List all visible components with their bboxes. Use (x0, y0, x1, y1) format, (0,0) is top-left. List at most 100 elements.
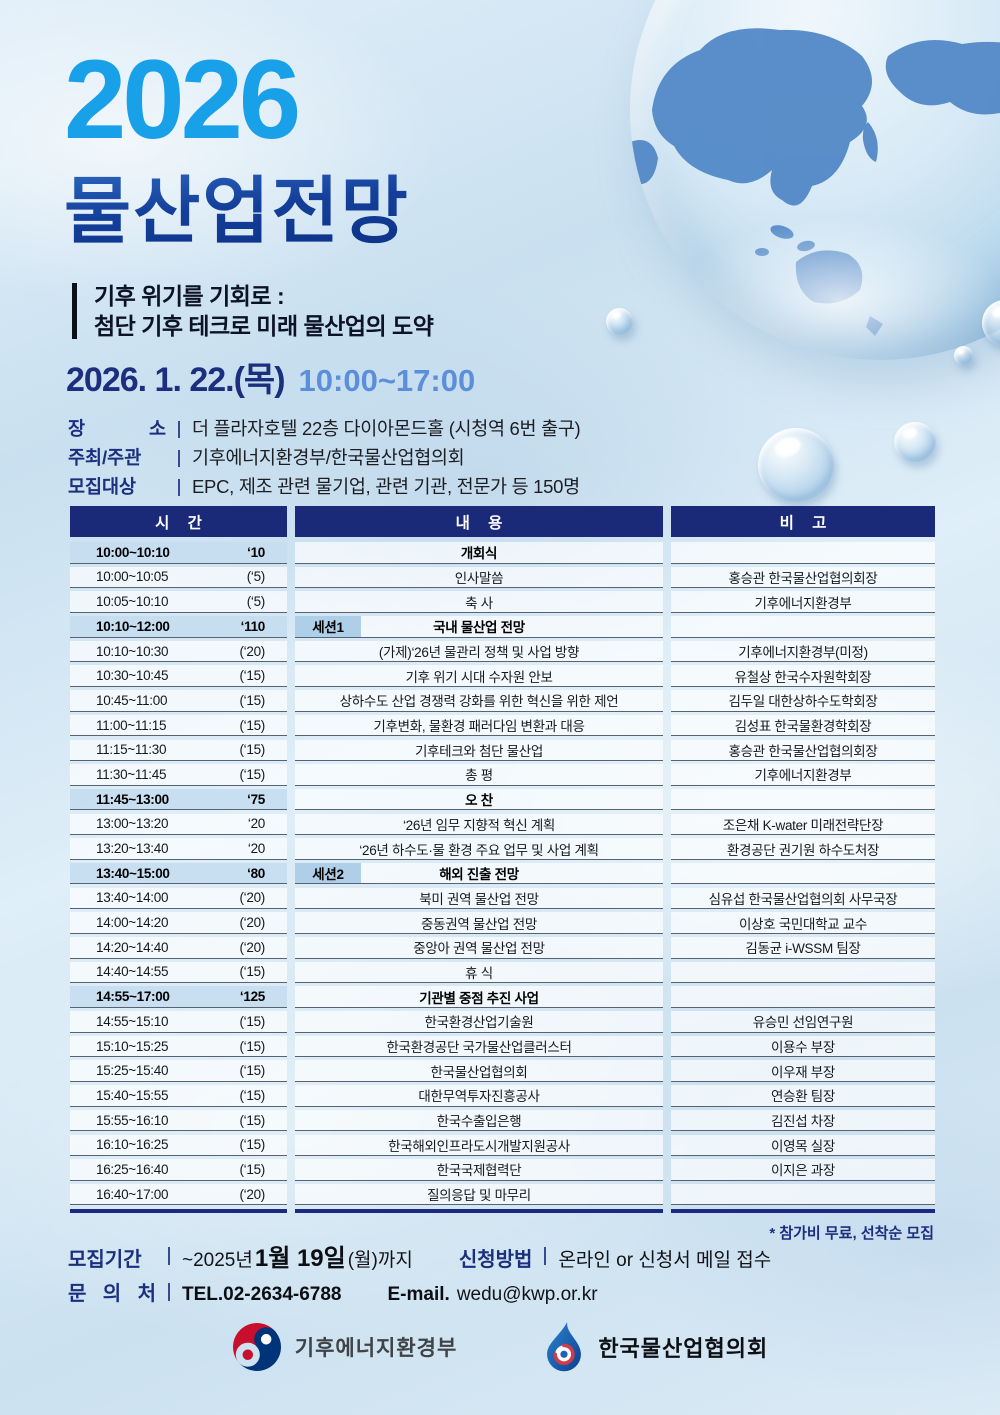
table-row: 16:40~17:00 (‘20) 질의응답 및 마무리 (70, 1183, 935, 1206)
recruit-period-line: 모집기간 ~2025년 1월 19일 (월)까지 신청방법 온라인 or 신청서… (68, 1238, 771, 1273)
table-row: 10:45~11:00 (‘15) 상하수도 산업 경쟁력 강화를 위한 혁신을 위… (70, 690, 935, 712)
email-value: wedu@kwp.or.kr (456, 1284, 598, 1305)
table-row: 15:10~15:25 (‘15) 한국환경공단 국가물산업클러스터 이용수 부장 (70, 1035, 935, 1058)
header-content: 내 용 (295, 506, 663, 537)
row-time: 16:25~16:40 (‘15) (70, 1159, 287, 1181)
row-content: 오 찬 (295, 788, 663, 811)
row-note: 홍승관 한국물산업협의회장 (671, 566, 935, 589)
row-content: 세션1 국내 물산업 전망 (295, 616, 663, 638)
table-row: 11:30~11:45 (‘15) 총 평 기후에너지환경부 (70, 764, 935, 786)
row-note: 이지은 과장 (671, 1159, 935, 1181)
row-note: 조은채 K-water 미래전략단장 (671, 813, 935, 836)
row-time: 15:25~15:40 (‘15) (70, 1060, 287, 1082)
table-row: 15:25~15:40 (‘15) 한국물산업협의회 이우재 부장 (70, 1060, 935, 1082)
row-note: 김두일 대한상하수도학회장 (671, 690, 935, 712)
water-droplet (954, 346, 973, 365)
row-time: 11:30~11:45 (‘15) (70, 764, 287, 786)
row-time: 10:00~10:05 (‘5) (70, 566, 287, 589)
info-row-target: 모집대상 EPC, 제조 관련 물기업, 관련 기관, 전문가 등 150명 (68, 473, 580, 502)
email-label: E-mail. (387, 1284, 450, 1305)
association-logo-item: 한국물산업협의회 (543, 1320, 768, 1374)
table-row: 14:20~14:40 (‘20) 중앙아 권역 물산업 전망 김동균 i-WSSM … (70, 937, 935, 959)
row-note: 심유섭 한국물산업협의회 사무국장 (671, 887, 935, 910)
row-note: 기후에너지환경부(미정) (671, 640, 935, 663)
row-content: 중앙아 권역 물산업 전망 (295, 937, 663, 959)
table-row: 15:40~15:55 (‘15) 대한무역투자진흥공사 연승환 팀장 (70, 1085, 935, 1107)
row-note: 환경공단 권기원 하수도처장 (671, 838, 935, 860)
row-note: 이상호 국민대학교 교수 (671, 912, 935, 934)
host-value: 기후에너지환경부/한국물산업협의회 (192, 447, 465, 468)
fee-footnote: * 참가비 무료, 선착순 모집 (769, 1225, 934, 1242)
row-content: 한국물산업협의회 (295, 1060, 663, 1082)
row-time: 14:55~15:10 (‘15) (70, 1011, 287, 1033)
venue-value: 더 플라자호텔 22층 다이아몬드홀 (시청역 6번 출구) (192, 418, 581, 439)
table-row: 10:10~10:30 (‘20) (가제)‘26년 물관리 정책 및 사업 방향 기… (70, 640, 935, 663)
event-date: 2026. 1. 22.(목) (66, 361, 286, 399)
row-note: 김성표 한국물환경학회장 (671, 714, 935, 737)
water-globe-image (630, 0, 1000, 360)
separator-bar (178, 450, 180, 467)
target-label: 모집대상 (68, 476, 137, 497)
organizer-logos: 기후에너지환경부 한국물산업협의회 (0, 1320, 1000, 1374)
table-row: 14:40~14:55 (‘15) 휴 식 (70, 961, 935, 984)
row-content: 기후변화, 물환경 패러다임 변환과 대응 (295, 714, 663, 737)
row-time: 10:10~10:30 (‘20) (70, 640, 287, 663)
separator-bar (544, 1246, 547, 1265)
table-bottom-border (70, 1208, 935, 1213)
row-time: 10:10~12:00 ‘110 (70, 616, 287, 638)
bottom-bar-segment (295, 1208, 663, 1213)
period-suffix: (월)까지 (347, 1250, 413, 1271)
period-deadline: 1월 19일 (254, 1245, 346, 1272)
separator-bar (178, 479, 180, 496)
row-content: 한국수출입은행 (295, 1109, 663, 1132)
venue-label: 장 소 (68, 418, 166, 439)
contact-label: 문 의 처 (68, 1283, 156, 1305)
row-note (671, 616, 935, 638)
table-row: 13:40~14:00 (‘20) 북미 권역 물산업 전망 심유섭 한국물산업협의회… (70, 887, 935, 910)
bottom-bar-segment (70, 1208, 287, 1213)
row-content: 기관별 중점 추진 사업 (295, 986, 663, 1008)
period-label: 모집기간 (68, 1249, 142, 1271)
schedule-rows: 10:00~10:10 ‘10 개회식 10:00~10:05 (‘5) 인사말씀 홍승관 … (70, 542, 935, 1206)
row-content: ‘26년 하수도·물 환경 주요 업무 및 사업 계획 (295, 838, 663, 860)
row-note: 이용수 부장 (671, 1035, 935, 1058)
row-time: 13:40~14:00 (‘20) (70, 887, 287, 910)
row-note: 홍승관 한국물산업협의회장 (671, 739, 935, 761)
event-info: 장 소 더 플라자호텔 22층 다이아몬드홀 (시청역 6번 출구) 주최/주관… (68, 415, 581, 502)
contact-tel: TEL.02-2634-6788 (182, 1284, 342, 1305)
water-droplet (606, 308, 633, 335)
table-row: 14:55~17:00 ‘125 기관별 중점 추진 사업 (70, 986, 935, 1008)
row-time: 11:45~13:00 ‘75 (70, 788, 287, 811)
schedule-table: 시 간 내 용 비 고 10:00~10:10 ‘10 개회식 10:00~10:05… (70, 506, 935, 1213)
row-time: 10:30~10:45 (‘15) (70, 665, 287, 687)
row-time: 10:05~10:10 (‘5) (70, 591, 287, 613)
table-row: 11:15~11:30 (‘15) 기후테크와 첨단 물산업 홍승관 한국물산업협의회… (70, 739, 935, 761)
table-row: 10:10~12:00 ‘110 세션1 국내 물산업 전망 (70, 616, 935, 638)
bottom-bar-segment (671, 1208, 935, 1213)
row-note: 이영목 실장 (671, 1134, 935, 1156)
row-time: 14:55~17:00 ‘125 (70, 986, 287, 1008)
water-droplet (758, 428, 834, 502)
ministry-logo-item: 기후에너지환경부 (232, 1322, 458, 1372)
table-row: 15:55~16:10 (‘15) 한국수출입은행 김진섭 차장 (70, 1109, 935, 1132)
subtitle-text: 기후 위기를 기회로 : 첨단 기후 테크로 미래 물산업의 도약 (94, 281, 434, 341)
table-row: 14:55~15:10 (‘15) 한국환경산업기술원 유승민 선임연구원 (70, 1011, 935, 1033)
row-content: 세션2 해외 진출 전망 (295, 862, 663, 885)
table-row: 11:45~13:00 ‘75 오 찬 (70, 788, 935, 811)
row-note (671, 862, 935, 885)
row-content: ‘26년 임무 지향적 혁신 계획 (295, 813, 663, 836)
row-note: 유승민 선임연구원 (671, 1011, 935, 1033)
schedule-header: 시 간 내 용 비 고 (70, 506, 935, 537)
host-label: 주최/주관 (68, 447, 142, 468)
row-time: 16:40~17:00 (‘20) (70, 1183, 287, 1206)
info-row-venue: 장 소 더 플라자호텔 22층 다이아몬드홀 (시청역 6번 출구) (68, 415, 581, 444)
row-content: 기후 위기 시대 수자원 안보 (295, 665, 663, 687)
row-content: 축 사 (295, 591, 663, 613)
row-content: 북미 권역 물산업 전망 (295, 887, 663, 910)
row-content: 중동권역 물산업 전망 (295, 912, 663, 934)
row-time: 14:00~14:20 (‘20) (70, 912, 287, 934)
row-time: 15:55~16:10 (‘15) (70, 1109, 287, 1132)
ministry-taegeuk-icon (232, 1323, 281, 1371)
table-row: 10:00~10:10 ‘10 개회식 (70, 542, 935, 564)
